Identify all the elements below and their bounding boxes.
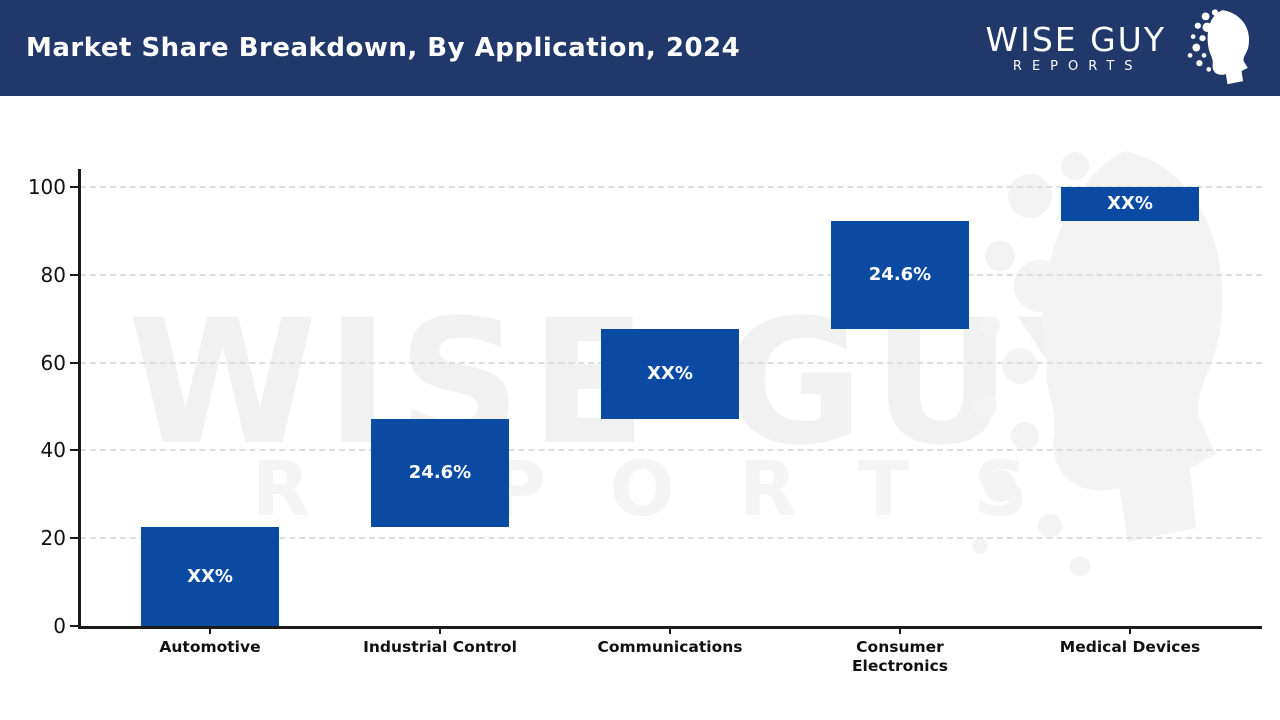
page-title: Market Share Breakdown, By Application, … xyxy=(26,33,741,63)
y-tick-label-60: 60 xyxy=(40,350,66,375)
x-axis-category-label: Medical Devices xyxy=(1059,638,1201,656)
x-tick-4 xyxy=(1129,626,1131,634)
y-tick-100 xyxy=(70,186,78,188)
y-tick-label-80: 80 xyxy=(40,262,66,287)
bar-value-label: XX% xyxy=(187,565,233,587)
bar-value-label: XX% xyxy=(647,363,693,385)
x-tick-2 xyxy=(669,626,671,634)
y-axis-line xyxy=(78,169,81,628)
y-tick-40 xyxy=(70,449,78,452)
gridline-y-20 xyxy=(80,537,1262,540)
bar-medical-devices: XX% xyxy=(1061,187,1199,221)
y-tick-label-100: 100 xyxy=(27,175,66,199)
y-tick-20 xyxy=(70,537,78,540)
bar-value-label: XX% xyxy=(1107,193,1153,215)
bar-consumer-electronics: 24.6% xyxy=(831,220,969,329)
x-axis-line xyxy=(78,626,1262,629)
y-tick-60 xyxy=(70,361,78,364)
dotted-head-profile-icon xyxy=(1176,7,1254,89)
y-tick-0 xyxy=(70,625,78,627)
y-tick-label-0: 0 xyxy=(53,614,66,638)
brand-tagline: REPORTS xyxy=(1012,59,1143,74)
y-tick-80 xyxy=(70,273,78,276)
dotted-head-profile-watermark xyxy=(920,106,1240,610)
gridline-y-80 xyxy=(80,273,1262,276)
brand-logo-text: WISE GUY REPORTS xyxy=(985,23,1166,73)
brand-logo: WISE GUY REPORTS xyxy=(985,7,1254,89)
bar-automotive: XX% xyxy=(141,526,279,626)
x-axis-category-label: Communications xyxy=(597,638,743,656)
gridline-y-100 xyxy=(80,186,1262,188)
x-axis-category-label: Consumer Electronics xyxy=(851,638,949,676)
x-axis-category-label: Automotive xyxy=(159,638,261,656)
chart-canvas: WISE GUY REPORTS 0 20 40 60 80 100 XX% Automoti… xyxy=(0,96,1280,720)
y-tick-label-20: 20 xyxy=(40,526,66,551)
brand-name: WISE GUY xyxy=(985,20,1166,59)
x-tick-0 xyxy=(209,626,211,634)
gridline-y-40 xyxy=(80,449,1262,452)
y-tick-label-40: 40 xyxy=(40,438,66,463)
header-bar: Market Share Breakdown, By Application, … xyxy=(0,0,1280,96)
x-tick-3 xyxy=(899,626,901,634)
bar-industrial-control: 24.6% xyxy=(371,418,509,527)
bar-value-label: 24.6% xyxy=(408,462,472,484)
bar-communications: XX% xyxy=(601,328,739,419)
x-axis-category-label: Industrial Control xyxy=(363,638,517,656)
x-tick-1 xyxy=(439,626,441,634)
bar-value-label: 24.6% xyxy=(868,264,932,286)
